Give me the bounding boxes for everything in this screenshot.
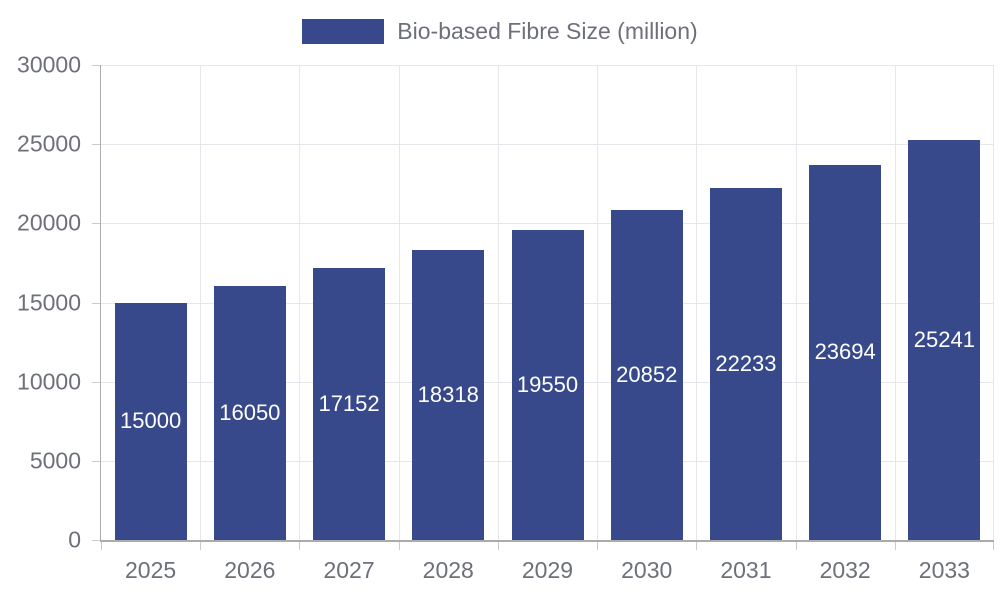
x-axis-tick — [299, 542, 301, 550]
bar: 23694 — [809, 164, 882, 540]
bar-value-label: 23694 — [814, 339, 876, 365]
bar: 20852 — [610, 209, 683, 540]
y-tick-label: 25000 — [17, 130, 81, 157]
y-tick-label: 10000 — [17, 368, 81, 395]
x-tick-label: 2032 — [819, 557, 871, 583]
x-axis-tick — [993, 542, 994, 550]
y-tick-label: 5000 — [29, 447, 81, 474]
y-tick-label: 30000 — [17, 51, 81, 78]
x-axis-tick — [497, 542, 499, 550]
legend-swatch[interactable] — [302, 19, 385, 44]
x-tick-label: 2029 — [521, 557, 574, 583]
bar-value-label: 15000 — [120, 408, 182, 434]
v-gridline — [993, 65, 994, 540]
x-axis-tick — [101, 542, 102, 550]
v-gridline — [795, 65, 797, 540]
y-axis-tick — [92, 540, 100, 541]
bar-value-label: 25241 — [913, 327, 975, 353]
x-tick-label: 2026 — [224, 557, 276, 583]
bar-value-label: 20852 — [616, 361, 678, 387]
h-gridline — [101, 144, 994, 146]
x-axis-tick — [398, 542, 400, 550]
x-tick-label: 2025 — [125, 557, 177, 583]
bar: 22233 — [709, 187, 782, 540]
legend[interactable]: Bio-based Fibre Size (million) — [0, 18, 1000, 45]
x-axis-tick — [200, 542, 202, 550]
bar: 18318 — [412, 249, 485, 540]
x-axis-tick — [894, 542, 896, 550]
x-tick-label: 2028 — [422, 557, 474, 583]
y-axis-tick — [92, 460, 100, 462]
x-tick-label: 2031 — [720, 557, 772, 583]
bar-value-label: 22233 — [715, 350, 777, 376]
bar-value-label: 16050 — [219, 399, 281, 425]
y-axis-tick — [92, 302, 100, 304]
v-gridline — [299, 65, 301, 540]
v-gridline — [597, 65, 599, 540]
x-axis-tick — [696, 542, 698, 550]
x-tick-label: 2033 — [918, 557, 970, 583]
y-axis-tick — [92, 381, 100, 383]
bar-value-label: 18318 — [417, 381, 479, 407]
y-axis-tick — [92, 144, 100, 146]
bar: 19550 — [511, 230, 584, 540]
x-tick-label: 2027 — [323, 557, 375, 583]
v-gridline — [497, 65, 499, 540]
x-axis-tick — [795, 542, 797, 550]
x-tick-label: 2030 — [621, 557, 673, 583]
y-tick-label: 0 — [68, 526, 81, 553]
y-axis-tick — [92, 223, 100, 225]
y-tick-label: 15000 — [17, 289, 81, 315]
plot-area: 0 5000 10000 15000 20000 25000 30000 2025 2026 20… — [17, 53, 994, 582]
bar: 17152 — [313, 268, 386, 540]
v-gridline — [398, 65, 400, 540]
bar: 25241 — [908, 140, 981, 540]
h-gridline — [101, 223, 994, 225]
legend-label: Bio-based Fibre Size (million) — [397, 18, 698, 44]
v-gridline — [894, 65, 896, 540]
y-axis-tick — [92, 65, 100, 66]
v-gridline — [200, 65, 202, 540]
v-gridline — [696, 65, 698, 540]
y-tick-label: 20000 — [17, 209, 81, 236]
bar-value-label: 19550 — [516, 372, 579, 398]
h-gridline — [101, 65, 994, 66]
bar-value-label: 17152 — [318, 391, 380, 417]
bar: 16050 — [213, 285, 286, 540]
bar: 15000 — [114, 302, 187, 540]
x-axis-tick — [597, 542, 599, 550]
